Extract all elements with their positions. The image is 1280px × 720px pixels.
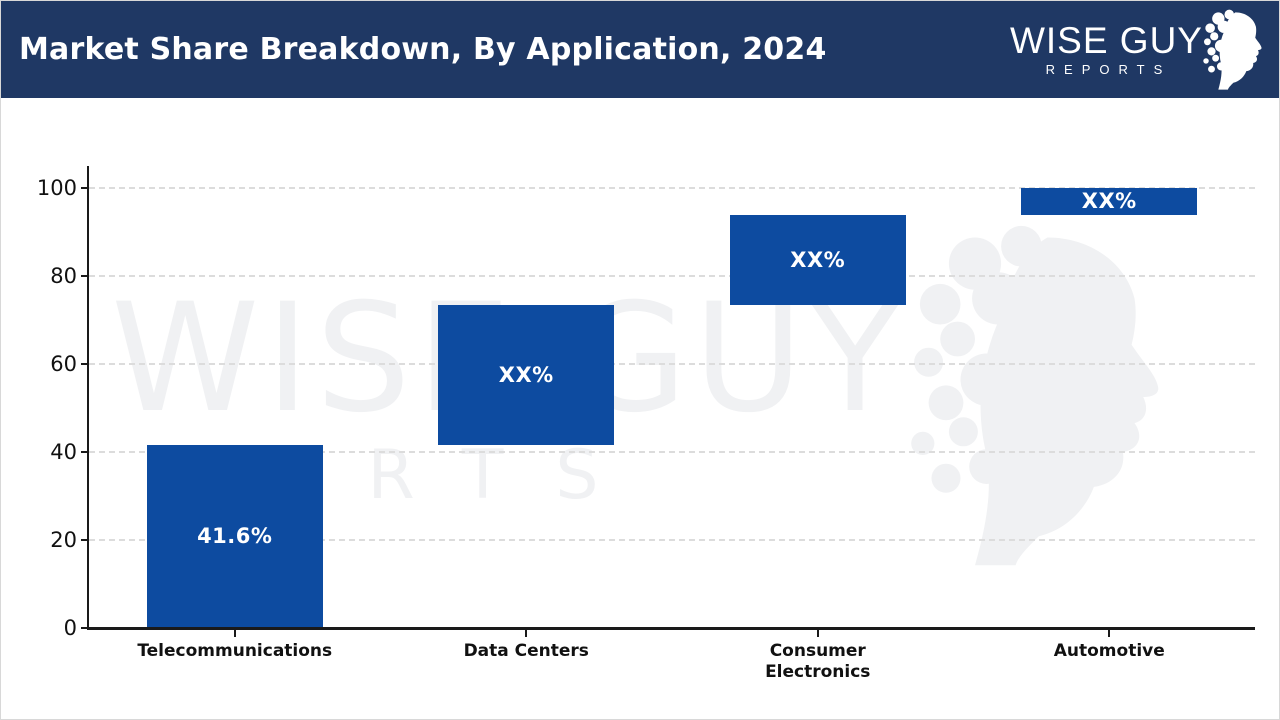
bar: XX% <box>1021 188 1198 215</box>
y-tick-mark <box>81 451 88 453</box>
gridline <box>89 275 1255 277</box>
chart-title: Market Share Breakdown, By Application, … <box>19 32 827 67</box>
gridline <box>89 363 1255 365</box>
bar: 41.6% <box>146 444 323 628</box>
watermark-head-icon <box>911 225 1159 566</box>
x-tick-mark <box>233 630 236 637</box>
x-category-label: Data Centers <box>463 641 589 661</box>
logo-head-icon <box>1203 9 1262 90</box>
bar-value-label: 41.6% <box>197 524 273 549</box>
gridline <box>89 451 1255 453</box>
bar: XX% <box>729 214 906 306</box>
bar-value-label: XX% <box>1081 189 1137 214</box>
y-tick-label: 80 <box>50 264 77 288</box>
y-tick-mark <box>81 275 88 277</box>
bar-value-label: XX% <box>790 247 846 272</box>
x-tick-mark <box>1108 630 1111 637</box>
y-tick-label: 20 <box>50 528 77 552</box>
y-tick-mark <box>81 187 88 189</box>
header-bar: Market Share Breakdown, By Application, … <box>1 1 1279 98</box>
x-category-label: Consumer Electronics <box>765 641 871 682</box>
y-tick-label: 0 <box>63 616 77 640</box>
x-axis-line <box>87 627 1255 630</box>
x-tick-mark <box>525 630 528 637</box>
y-tick-mark <box>81 627 88 629</box>
y-tick-label: 60 <box>50 352 77 376</box>
logo-wordmark: WISE GUY <box>1009 20 1203 61</box>
gridline <box>89 539 1255 541</box>
gridline <box>89 187 1255 189</box>
y-tick-label: 100 <box>36 176 77 200</box>
y-tick-label: 40 <box>50 440 77 464</box>
x-category-label: Telecommunications <box>137 641 333 661</box>
y-tick-mark <box>81 539 88 541</box>
y-tick-mark <box>81 363 88 365</box>
bar: XX% <box>438 305 615 445</box>
wise-guy-logo: WISE GUY REPORTS <box>1010 9 1269 91</box>
bar-value-label: XX% <box>498 362 554 387</box>
y-axis-line <box>87 166 89 630</box>
logo-subtitle: REPORTS <box>1045 62 1172 77</box>
logo-text: WISE GUY REPORTS <box>1010 22 1203 77</box>
x-tick-mark <box>816 630 819 637</box>
x-category-label: Automotive <box>1053 641 1165 661</box>
